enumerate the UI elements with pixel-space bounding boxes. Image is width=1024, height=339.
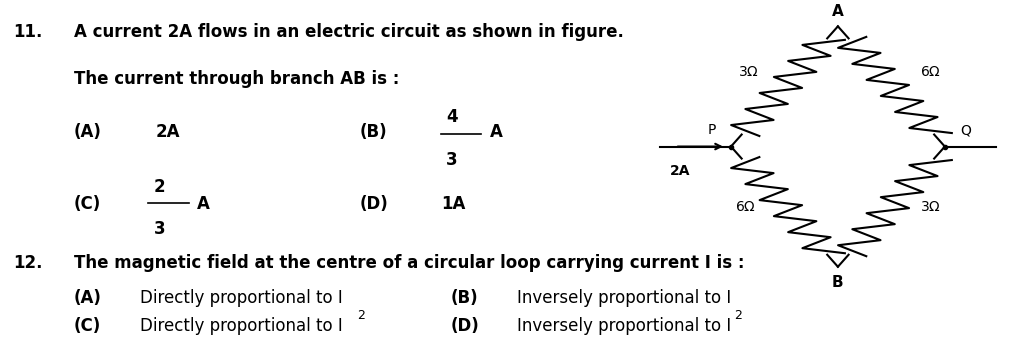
Text: Directly proportional to I: Directly proportional to I <box>140 288 343 306</box>
Text: B: B <box>833 275 844 290</box>
Text: Inversely proportional to I: Inversely proportional to I <box>517 317 731 335</box>
Text: 2A: 2A <box>670 164 690 178</box>
Text: 3$\Omega$: 3$\Omega$ <box>738 65 759 79</box>
Text: 11.: 11. <box>13 23 42 41</box>
Text: (B): (B) <box>359 123 387 141</box>
Text: 6$\Omega$: 6$\Omega$ <box>920 65 941 79</box>
Text: 2A: 2A <box>156 123 180 141</box>
Text: Directly proportional to I: Directly proportional to I <box>140 317 343 335</box>
Text: 3: 3 <box>154 220 165 238</box>
Text: 2: 2 <box>154 178 165 196</box>
Text: 2: 2 <box>734 309 742 322</box>
Text: 1A: 1A <box>440 195 465 213</box>
Text: A: A <box>198 195 210 213</box>
Text: P: P <box>708 123 716 137</box>
Text: (A): (A) <box>74 288 102 306</box>
Text: (A): (A) <box>74 123 102 141</box>
Text: (D): (D) <box>451 317 479 335</box>
Text: 12.: 12. <box>13 254 42 272</box>
Text: 6$\Omega$: 6$\Omega$ <box>735 200 756 214</box>
Text: 2: 2 <box>357 309 366 322</box>
Text: The current through branch AB is :: The current through branch AB is : <box>74 70 399 88</box>
Text: (D): (D) <box>359 195 388 213</box>
Text: The magnetic field at the centre of a circular loop carrying current I is :: The magnetic field at the centre of a ci… <box>74 254 744 272</box>
Text: A current 2A flows in an electric circuit as shown in figure.: A current 2A flows in an electric circui… <box>74 23 624 41</box>
Text: (B): (B) <box>451 288 478 306</box>
Text: 3$\Omega$: 3$\Omega$ <box>920 200 941 214</box>
Text: A: A <box>489 123 503 141</box>
Text: 4: 4 <box>445 107 458 125</box>
Text: A: A <box>833 3 844 19</box>
Text: (C): (C) <box>74 317 101 335</box>
Text: (C): (C) <box>74 195 101 213</box>
Text: Q: Q <box>961 123 971 137</box>
Text: Inversely proportional to I: Inversely proportional to I <box>517 288 731 306</box>
Text: 3: 3 <box>445 151 458 169</box>
